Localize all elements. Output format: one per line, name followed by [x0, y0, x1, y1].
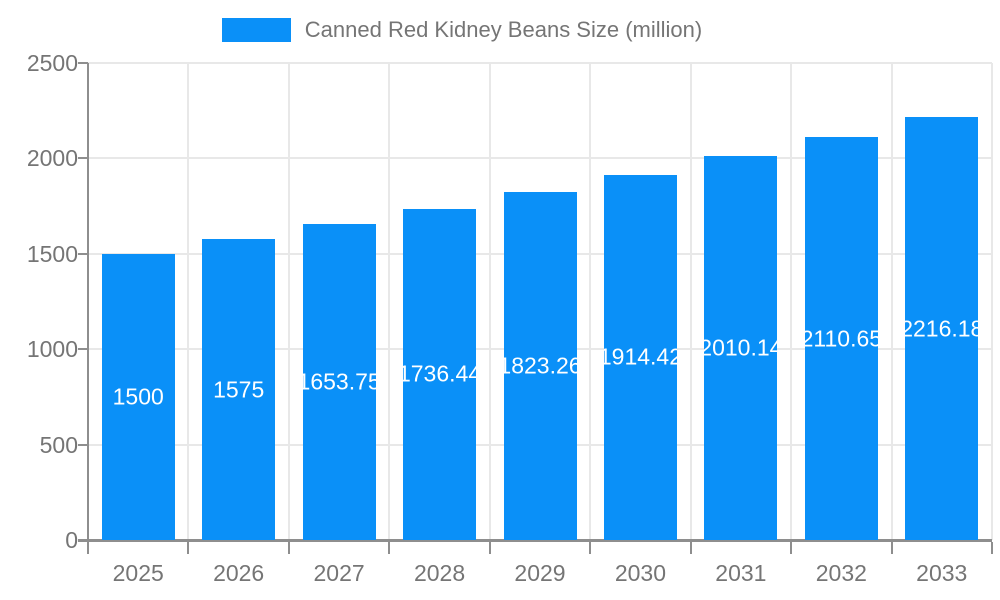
xtick-mark-3 — [388, 542, 391, 554]
gridline-v-9 — [991, 63, 993, 540]
bar-2028[interactable]: 1736.44 — [403, 208, 477, 540]
xtick-mark-5 — [589, 542, 592, 554]
bar-2027[interactable]: 1653.75 — [302, 224, 376, 540]
bar-value-label-2028: 1736.44 — [403, 360, 477, 387]
xtick-mark-4 — [488, 542, 491, 554]
year-label-2032: 2032 — [815, 560, 867, 586]
y-axis-line — [87, 63, 89, 540]
bar-value-label-2033: 2216.18 — [905, 315, 979, 342]
bar-value-label-2029: 1823.26 — [503, 352, 577, 379]
ytick-label-500: 500 — [39, 431, 78, 458]
year-label-2025: 2025 — [112, 560, 164, 586]
gridline-v-8 — [890, 63, 893, 540]
bar-value-label-2032: 2110.65 — [804, 325, 878, 352]
gridline-v-6 — [689, 63, 692, 540]
year-label-2026: 2026 — [213, 560, 265, 586]
bar-2030[interactable]: 1914.42 — [603, 174, 677, 540]
year-label-2028: 2028 — [413, 560, 466, 586]
legend[interactable]: Canned Red Kidney Beans Size (million) — [0, 17, 962, 43]
bar-value-label-2031: 2010.14 — [704, 334, 778, 361]
year-label-2030: 2030 — [614, 560, 667, 586]
bar-2032[interactable]: 2110.65 — [804, 137, 878, 540]
gridline-h-2500 — [88, 62, 992, 64]
xtick-mark-1 — [187, 542, 190, 554]
gridline-h-2000 — [88, 157, 992, 160]
bar-value-label-2027: 1653.75 — [302, 368, 376, 395]
bar-2026[interactable]: 1575 — [202, 239, 276, 540]
gridline-v-2 — [287, 63, 290, 540]
gridline-v-5 — [589, 63, 592, 540]
ytick-label-0: 0 — [65, 527, 78, 553]
xtick-mark-9 — [991, 542, 993, 554]
xtick-mark-6 — [689, 542, 692, 554]
bar-value-label-2025: 1500 — [112, 383, 164, 410]
year-label-2029: 2029 — [514, 560, 566, 586]
bar-2029[interactable]: 1823.26 — [503, 192, 577, 540]
ytick-mark-2000 — [78, 157, 88, 160]
ytick-mark-1500 — [78, 252, 88, 255]
xtick-mark-7 — [790, 542, 793, 554]
ytick-label-2500: 2500 — [26, 50, 78, 76]
legend-label: Canned Red Kidney Beans Size (million) — [304, 17, 703, 42]
ytick-mark-2500 — [78, 62, 88, 64]
ytick-mark-500 — [78, 443, 88, 446]
x-axis-line — [78, 539, 992, 542]
gridline-v-3 — [388, 63, 391, 540]
xtick-mark-2 — [287, 542, 290, 554]
ytick-label-1000: 1000 — [26, 336, 78, 363]
bar-value-label-2026: 1575 — [213, 376, 265, 403]
ytick-mark-1000 — [78, 348, 88, 351]
year-label-2027: 2027 — [313, 560, 365, 586]
ytick-label-2000: 2000 — [26, 145, 78, 172]
year-label-2031: 2031 — [715, 560, 767, 586]
bar-2033[interactable]: 2216.18 — [905, 117, 979, 540]
gridline-v-1 — [187, 63, 190, 540]
legend-swatch-icon — [221, 18, 291, 42]
xtick-mark-0 — [87, 542, 89, 554]
gridline-v-4 — [488, 63, 491, 540]
ytick-label-1500: 1500 — [26, 240, 78, 267]
xtick-mark-8 — [890, 542, 893, 554]
bar-2025[interactable]: 1500 — [101, 253, 175, 540]
bar-value-label-2030: 1914.42 — [603, 343, 677, 370]
bar-2031[interactable]: 2010.14 — [704, 156, 778, 540]
year-label-2033: 2033 — [916, 560, 968, 586]
gridline-v-7 — [790, 63, 793, 540]
